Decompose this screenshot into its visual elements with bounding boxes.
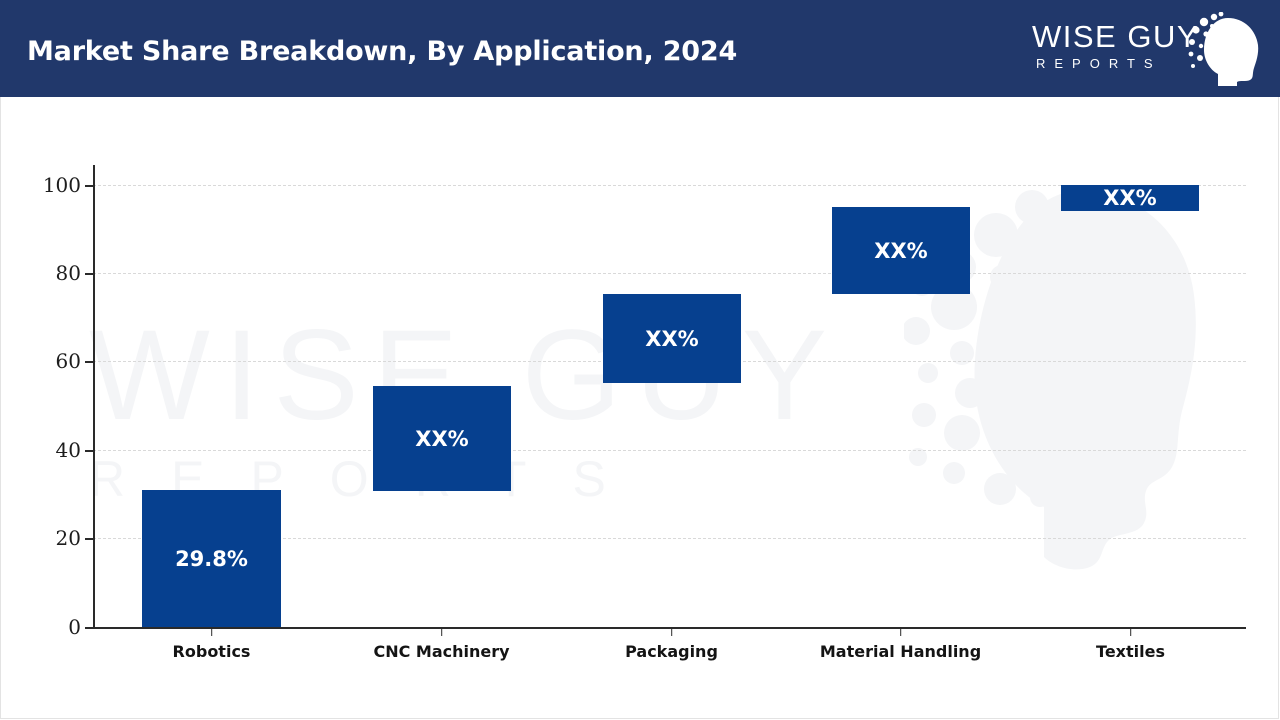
logo-wordmark: WISE GUY [1032, 19, 1200, 54]
x-tick-mark-packaging [670, 628, 673, 636]
wise-guy-reports-logo: WISE GUY REPORTS [1024, 8, 1272, 88]
gridline-40 [93, 450, 1246, 451]
gridline-20 [93, 538, 1246, 539]
y-tick-label-20: 20 [55, 526, 81, 550]
x-tick-label-packaging: Packaging [625, 642, 718, 661]
bar-packaging[interactable]: XX% [603, 294, 741, 383]
y-tick-label-100: 100 [42, 173, 81, 197]
chart-area: WISE GUY REPORTS [0, 97, 1279, 719]
x-tick-mark-cnc-machinery [440, 628, 443, 636]
y-tick-label-0: 0 [68, 615, 81, 639]
bar-label-textiles: XX% [1103, 186, 1157, 210]
y-tick-mark-80 [85, 273, 94, 275]
x-tick-label-cnc-machinery: CNC Machinery [373, 642, 510, 661]
y-tick-mark-40 [85, 450, 94, 452]
x-tick-mark-textiles [1129, 628, 1132, 636]
bar-cnc-machinery[interactable]: XX% [373, 386, 511, 491]
bar-textiles[interactable]: XX% [1061, 185, 1199, 211]
y-axis-spine [93, 165, 95, 628]
bar-robotics[interactable]: 29.8% [142, 490, 281, 627]
logo-subtitle: REPORTS [1036, 56, 1162, 71]
x-axis-spine [93, 626, 1246, 629]
bar-label-cnc-machinery: XX% [415, 426, 469, 451]
x-tick-label-textiles: Textiles [1096, 642, 1165, 661]
y-tick-mark-60 [85, 361, 94, 363]
head-profile-dots-icon [1188, 12, 1259, 86]
bar-label-material-handling: XX% [874, 238, 928, 263]
page-title: Market Share Breakdown, By Application, … [27, 36, 738, 67]
y-tick-mark-100 [85, 185, 94, 187]
plot-canvas: 100 80 60 40 20 0 29.8% XX% [1, 97, 1278, 718]
x-tick-label-robotics: Robotics [172, 642, 251, 661]
bar-label-robotics: 29.8% [175, 546, 248, 571]
y-tick-mark-20 [85, 538, 94, 540]
x-tick-mark-material-handling [899, 628, 902, 636]
y-tick-mark-0 [85, 627, 94, 629]
bar-label-packaging: XX% [645, 326, 699, 351]
gridline-80 [93, 273, 1246, 274]
y-tick-label-40: 40 [55, 438, 81, 462]
header-band: Market Share Breakdown, By Application, … [0, 0, 1280, 97]
x-tick-mark-robotics [210, 628, 213, 636]
x-tick-label-material-handling: Material Handling [819, 642, 982, 661]
gridline-100 [93, 185, 1246, 186]
bar-material-handling[interactable]: XX% [832, 207, 970, 294]
y-tick-label-60: 60 [55, 349, 81, 373]
y-tick-label-80: 80 [55, 261, 81, 285]
